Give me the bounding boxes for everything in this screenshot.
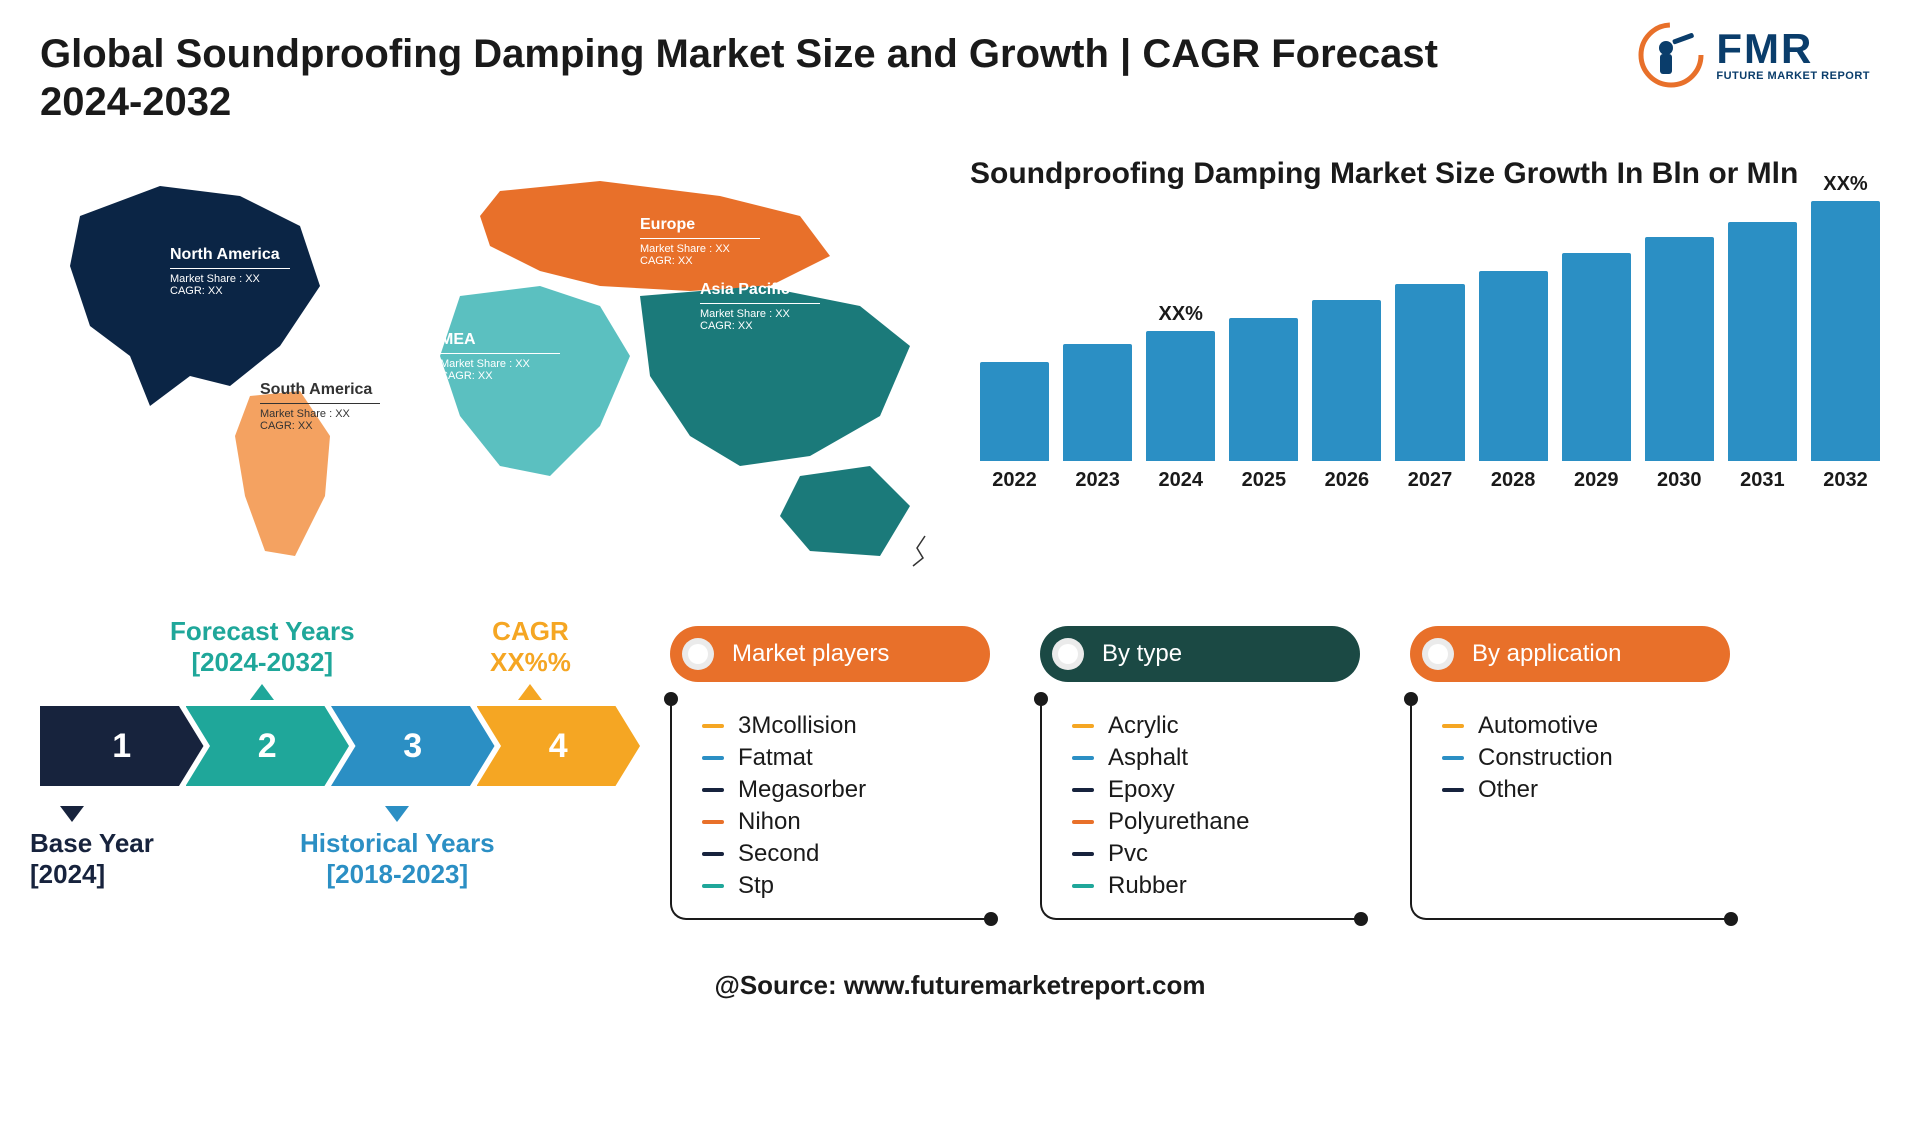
source-attribution: @Source: www.futuremarketreport.com [40,970,1880,1001]
chart-title: Soundproofing Damping Market Size Growth… [970,156,1880,192]
region-label-sa: South AmericaMarket Share : XXCAGR: XX [260,381,380,432]
bar-2024: XX%2024 [1146,331,1215,492]
cagr-label: CAGR XX%% [490,616,571,700]
bar-2029: 2029 [1562,253,1631,492]
pill-dot-icon [1052,638,1084,670]
list-item: Automotive [1442,712,1710,740]
world-map: North AmericaMarket Share : XXCAGR: XX So… [40,156,940,576]
category-1: By type Acrylic Asphalt Epoxy Polyurethane Pv… [1040,626,1360,920]
category-pill: By type [1040,626,1360,682]
brand-logo: FMR FUTURE MARKET REPORT [1636,20,1870,90]
list-item: Megasorber [702,776,970,804]
base-year-label: Base Year [2024] [30,806,154,890]
list-item: Stp [702,872,970,900]
timeline-step-3: 3 [331,706,495,786]
bar-2023: 2023 [1063,344,1132,492]
bar-2030: 2030 [1645,237,1714,492]
list-item: Acrylic [1072,712,1340,740]
page-title: Global Soundproofing Damping Market Size… [40,30,1440,126]
list-item: Rubber [1072,872,1340,900]
forecast-years-label: Forecast Years [2024-2032] [170,616,355,700]
logo-text-sub: FUTURE MARKET REPORT [1716,70,1870,82]
list-item: Other [1442,776,1710,804]
list-item: 3Mcollision [702,712,970,740]
historical-years-label: Historical Years [2018-2023] [300,806,495,890]
logo-text-main: FMR [1716,28,1870,70]
logo-icon [1636,20,1706,90]
timeline: Forecast Years [2024-2032] CAGR XX%% 123… [40,626,640,920]
list-item: Polyurethane [1072,808,1340,836]
bar-2022: 2022 [980,362,1049,492]
category-0: Market players 3Mcollision Fatmat Megasorbe… [670,626,990,920]
list-item: Construction [1442,744,1710,772]
timeline-step-1: 1 [40,706,204,786]
region-label-eu: EuropeMarket Share : XXCAGR: XX [640,216,760,267]
bar-2026: 2026 [1312,300,1381,492]
list-item: Nihon [702,808,970,836]
bar-2032: XX%2032 [1811,201,1880,492]
list-item: Second [702,840,970,868]
growth-bar-chart: Soundproofing Damping Market Size Growth… [970,156,1880,576]
region-label-mea: MEAMarket Share : XXCAGR: XX [440,331,560,382]
pill-dot-icon [682,638,714,670]
region-label-ap: Asia PacificMarket Share : XXCAGR: XX [700,281,820,332]
bar-2031: 2031 [1728,222,1797,492]
list-item: Epoxy [1072,776,1340,804]
list-item: Asphalt [1072,744,1340,772]
category-pill: By application [1410,626,1730,682]
region-label-na: North AmericaMarket Share : XXCAGR: XX [170,246,290,297]
timeline-step-4: 4 [477,706,641,786]
bar-2025: 2025 [1229,318,1298,492]
category-2: By application Automotive Construction Othe… [1410,626,1730,920]
list-item: Pvc [1072,840,1340,868]
list-item: Fatmat [702,744,970,772]
bar-2028: 2028 [1479,271,1548,492]
bar-2027: 2027 [1395,284,1464,492]
timeline-step-2: 2 [186,706,350,786]
category-pill: Market players [670,626,990,682]
pill-dot-icon [1422,638,1454,670]
